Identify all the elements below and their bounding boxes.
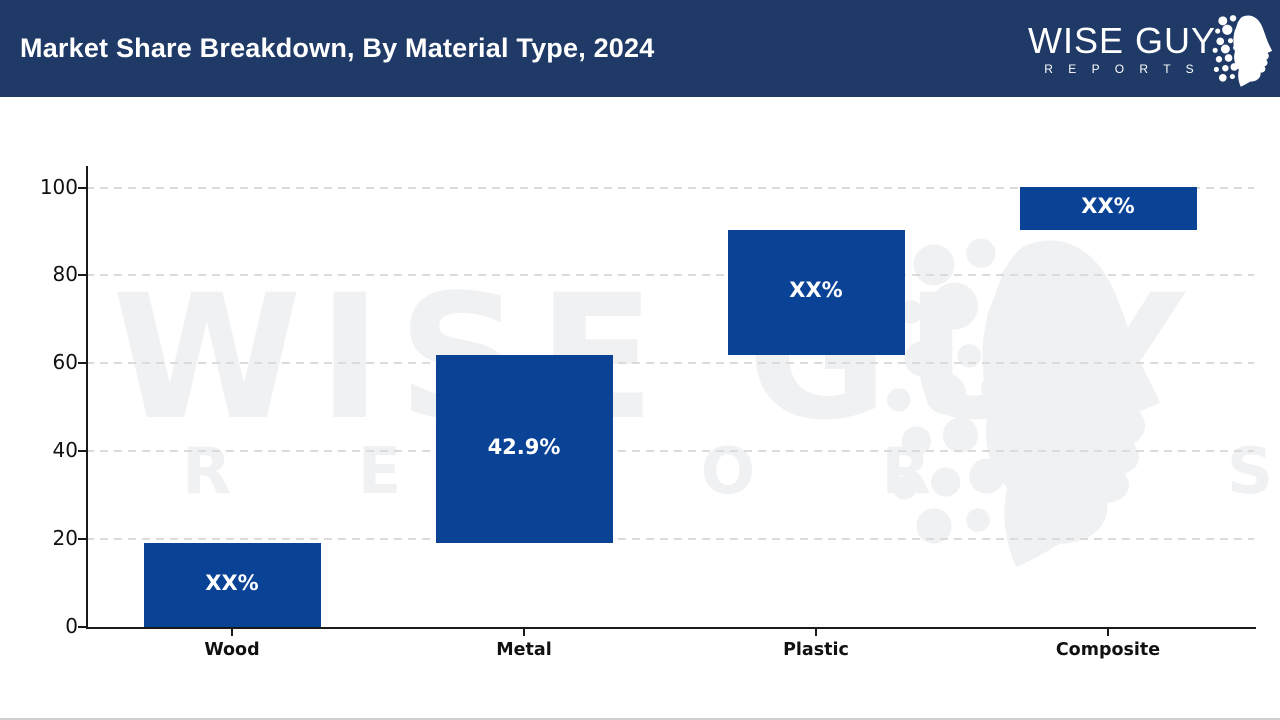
- brand-subtitle: R E P O R T S: [1044, 61, 1200, 76]
- x-tick-mark: [523, 629, 525, 636]
- y-tick-mark: [78, 538, 86, 541]
- y-tick-label: 100: [39, 174, 78, 199]
- x-category-label: Metal: [496, 640, 552, 660]
- y-tick-label: 60: [52, 350, 78, 375]
- bar-plastic: [727, 229, 905, 355]
- page-title: Market Share Breakdown, By Material Type…: [20, 33, 655, 63]
- x-category-label: Composite: [1055, 640, 1161, 660]
- bar-value-label: XX%: [205, 571, 259, 596]
- y-tick-mark: [78, 626, 86, 628]
- y-tick-label: 0: [65, 614, 78, 638]
- x-tick-mark: [231, 629, 233, 636]
- x-tick-mark: [1107, 629, 1109, 636]
- brand-logo: WISE GUY R E P O R T S: [1028, 5, 1274, 93]
- bar-metal: [435, 354, 613, 544]
- y-gridline: [86, 450, 1254, 453]
- bar-value-label: XX%: [1081, 194, 1135, 219]
- y-tick-mark: [78, 186, 86, 189]
- y-tick-label: 80: [52, 262, 78, 287]
- brand-logo-text: WISE GUY R E P O R T S: [1027, 19, 1216, 76]
- y-tick-mark: [78, 274, 86, 277]
- x-tick-mark: [815, 629, 817, 636]
- y-gridline: [86, 362, 1254, 365]
- y-tick-label: 20: [52, 526, 78, 551]
- y-tick-mark: [78, 450, 86, 453]
- bar-wood: [143, 543, 321, 627]
- y-gridline: [86, 186, 1254, 189]
- brand-name: WISE GUY: [1027, 19, 1216, 61]
- y-gridline: [86, 538, 1254, 541]
- x-axis-line: [86, 627, 1256, 629]
- x-category-label: Plastic: [783, 640, 849, 660]
- header-bar: Market Share Breakdown, By Material Type…: [0, 0, 1280, 97]
- bar-value-label: 42.9%: [487, 434, 561, 459]
- y-tick-mark: [78, 362, 86, 365]
- y-axis-line: [86, 166, 88, 629]
- x-category-label: Wood: [204, 640, 260, 660]
- y-tick-label: 40: [52, 438, 78, 463]
- bar-value-label: XX%: [789, 278, 843, 303]
- bar-composite: [1019, 186, 1197, 230]
- y-gridline: [86, 274, 1254, 277]
